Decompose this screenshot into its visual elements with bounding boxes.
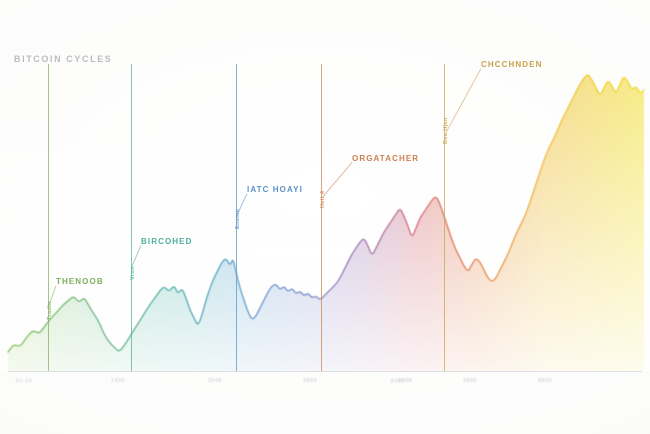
- event-callout-5: CHCCHNDEN: [481, 60, 543, 69]
- x-tick-label-6: palm: [391, 378, 405, 384]
- x-tick-label-3: 2045: [207, 378, 223, 384]
- x-tick-label-7: 3800: [462, 378, 478, 384]
- x-tick-label-8: 4800: [537, 378, 553, 384]
- event-callout-1: THENOOB: [56, 277, 104, 286]
- event-callout-3: IATC HOAYI: [247, 185, 303, 194]
- chart-title: BITCOIN CYCLES: [14, 54, 113, 64]
- event-callout-4: ORGATACHER: [352, 154, 420, 163]
- event-gridline-1[interactable]: [48, 64, 49, 371]
- event-gridline-4[interactable]: [321, 64, 322, 371]
- event-gridline-2[interactable]: [131, 64, 132, 371]
- event-gridline-5[interactable]: [444, 64, 445, 371]
- x-axis-line: [8, 371, 642, 372]
- x-tick-label-2: 1490: [110, 378, 126, 384]
- x-tick-label-5: 1298: [397, 378, 413, 384]
- x-tick-label-1: 2u-1n: [15, 378, 33, 384]
- x-tick-label-4: 2803: [302, 378, 318, 384]
- event-callout-2: BIRCOHED: [141, 237, 193, 246]
- area-line: [7, 74, 645, 353]
